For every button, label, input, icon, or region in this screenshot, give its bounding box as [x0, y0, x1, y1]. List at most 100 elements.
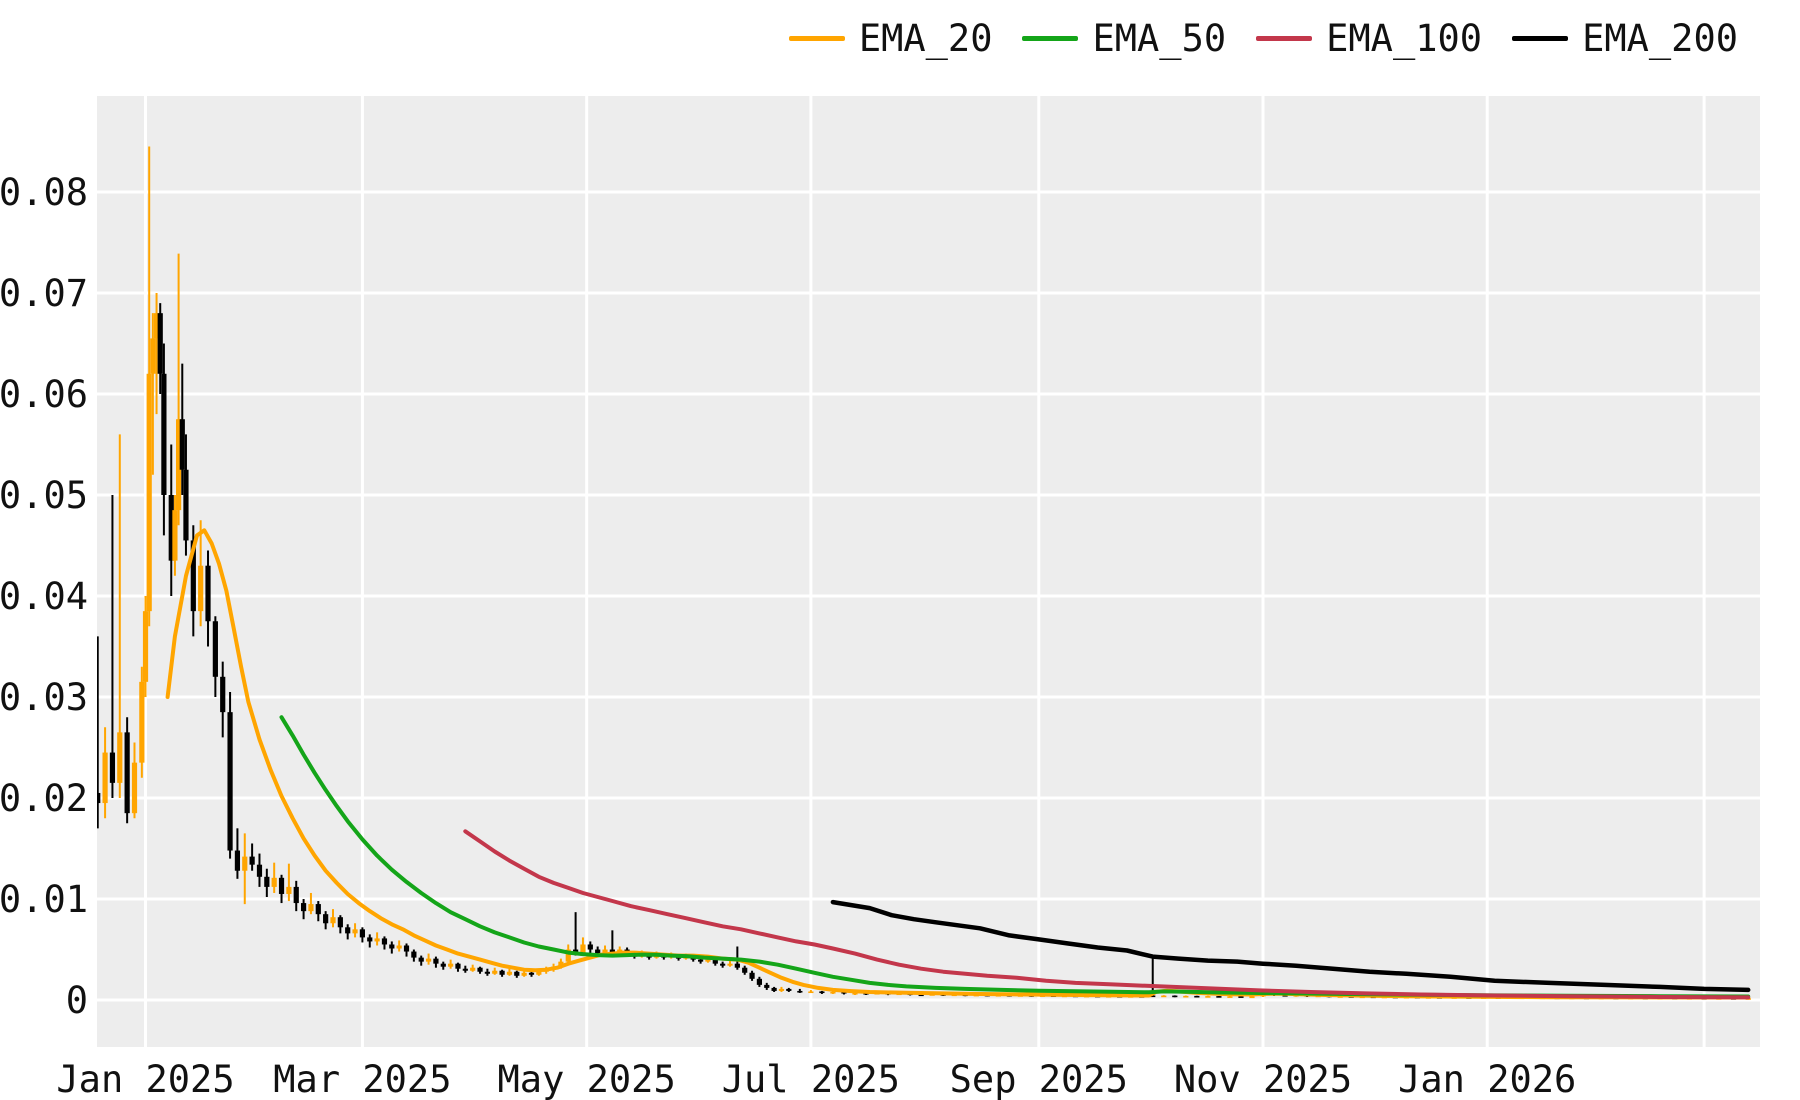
- candle-body: [749, 972, 755, 979]
- candle-body: [330, 917, 336, 924]
- candle-body: [1205, 996, 1211, 998]
- candle-body: [587, 944, 593, 950]
- candle-body: [1161, 995, 1167, 998]
- candle-body: [183, 469, 189, 541]
- x-tick-label: Nov 2025: [1174, 1058, 1352, 1100]
- x-tick-label: Jul 2025: [722, 1058, 900, 1100]
- candle-body: [234, 850, 241, 871]
- candle-body: [727, 963, 733, 966]
- gridlines: [97, 96, 1760, 1047]
- candle-body: [808, 991, 814, 994]
- candle-body: [918, 994, 924, 997]
- ema20-line-swatch-icon: [788, 35, 845, 41]
- candle-body: [425, 958, 432, 962]
- ema200-line-swatch-icon: [1512, 35, 1569, 41]
- candle-body: [161, 373, 167, 495]
- ema50-line-swatch-icon: [1022, 35, 1079, 41]
- candle-body: [830, 991, 836, 994]
- candle-body: [146, 373, 152, 612]
- legend-item-ema50: EMA_50: [1022, 20, 1226, 57]
- candle-body: [705, 959, 711, 962]
- candle-body: [433, 958, 439, 964]
- candle-body: [580, 944, 586, 953]
- ema_50-line: [279, 715, 1751, 999]
- candle-body: [315, 904, 321, 915]
- candle-body: [323, 914, 329, 924]
- candle-body: [293, 886, 299, 904]
- candle-body: [1216, 996, 1222, 998]
- candle-body: [565, 949, 571, 962]
- candle-body: [300, 903, 307, 912]
- plot-area: [97, 96, 1760, 1047]
- candle-body: [499, 970, 505, 975]
- candle-body: [697, 959, 704, 962]
- candle-body: [172, 510, 178, 561]
- candle-body: [852, 992, 858, 995]
- candle-body: [256, 864, 263, 877]
- candle-body: [157, 313, 163, 374]
- candle-body: [271, 877, 277, 887]
- candle-body: [470, 967, 476, 971]
- candle-body: [264, 876, 270, 887]
- candle-body: [249, 856, 255, 865]
- candle-body: [448, 963, 454, 967]
- legend-item-ema200: EMA_200: [1512, 20, 1738, 57]
- candle-body: [506, 971, 513, 975]
- y-tick-label: 0.04: [0, 575, 88, 618]
- y-tick-label: 0.08: [0, 171, 88, 214]
- candle-body: [278, 877, 285, 894]
- candle-body: [492, 970, 498, 974]
- candle-body: [797, 990, 803, 993]
- candle-body: [389, 944, 395, 949]
- ema100-line-swatch-icon: [1256, 35, 1313, 41]
- candle-body: [786, 988, 792, 991]
- candles-layer: [97, 146, 1751, 1000]
- candle-body: [778, 988, 785, 991]
- ema_100-line: [463, 829, 1751, 1000]
- candle-body: [374, 938, 380, 942]
- y-tick-label: 0.03: [0, 676, 88, 719]
- candle-body: [742, 967, 748, 973]
- candle-body: [150, 338, 156, 374]
- candle-body: [308, 904, 314, 912]
- candle-body: [712, 959, 718, 964]
- candle-body: [455, 963, 461, 969]
- y-tick-label: 0.01: [0, 878, 88, 921]
- candle-body: [756, 978, 763, 985]
- legend-label-ema100: EMA_100: [1326, 16, 1483, 60]
- legend-item-ema100: EMA_100: [1256, 20, 1482, 57]
- candle-body: [1150, 995, 1156, 998]
- candle-body: [521, 972, 527, 976]
- candle-body: [337, 917, 343, 928]
- candle-body: [286, 886, 292, 894]
- candle-body: [1238, 996, 1244, 998]
- candle-body: [609, 949, 615, 954]
- candle-body: [819, 991, 825, 994]
- candle-body: [220, 676, 226, 713]
- candle-body: [212, 621, 218, 677]
- candle-body: [536, 971, 542, 975]
- candle-body: [124, 732, 130, 814]
- x-tick-label: Mar 2025: [273, 1058, 451, 1100]
- candle-body: [720, 963, 726, 966]
- y-tick-label: 0: [66, 979, 88, 1022]
- candle-body: [558, 961, 564, 967]
- candle-body: [734, 963, 740, 968]
- candle-body: [345, 927, 351, 934]
- y-tick-label: 0.05: [0, 474, 88, 517]
- candle-body: [1194, 995, 1200, 998]
- ema_200-line: [830, 899, 1751, 993]
- candle-body: [514, 971, 520, 976]
- candle-body: [131, 762, 138, 814]
- candle-body: [352, 929, 358, 934]
- y-tick-label: 0.07: [0, 272, 88, 315]
- candle-body: [190, 540, 196, 612]
- candle-body: [198, 565, 204, 612]
- candle-body: [242, 856, 248, 871]
- candle-body: [403, 945, 410, 952]
- x-tick-label: Jan 2026: [1398, 1058, 1576, 1100]
- candle-body: [117, 732, 123, 783]
- y-tick-label: 0.06: [0, 373, 88, 416]
- candle-body: [573, 949, 579, 953]
